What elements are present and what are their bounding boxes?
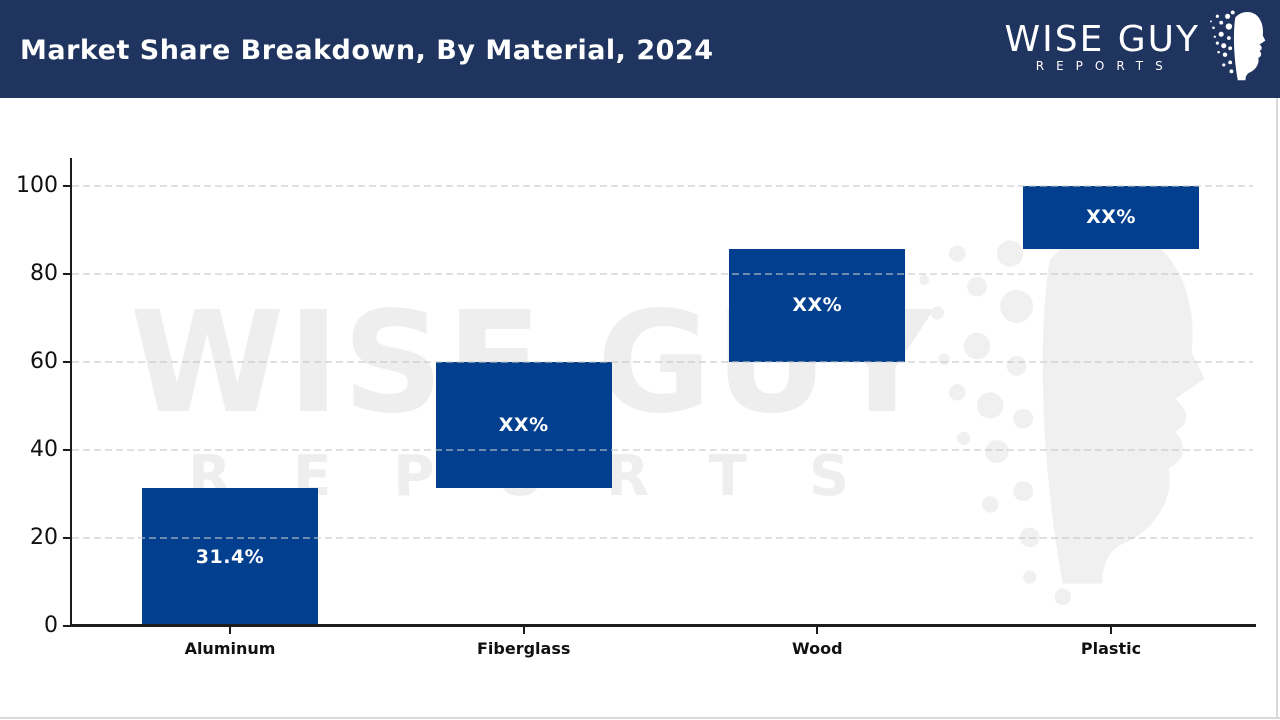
bar-plastic: XX%	[1023, 186, 1199, 249]
x-tick	[229, 627, 231, 634]
chart-title: Market Share Breakdown, By Material, 202…	[20, 35, 714, 66]
y-tick	[63, 361, 70, 363]
bar-aluminum: 31.4%	[142, 487, 318, 626]
bar-value-label: 31.4%	[195, 545, 265, 568]
y-axis-line	[70, 158, 72, 627]
logo-wordmark-sub: REPORTS	[1035, 59, 1175, 74]
figure-border-right	[1276, 98, 1278, 718]
gridline	[72, 361, 1253, 363]
x-tick-label-wood: Wood	[792, 639, 843, 658]
y-tick-label: 100	[16, 173, 58, 198]
x-tick-label-plastic: Plastic	[1080, 639, 1142, 658]
figure-border-bottom	[0, 717, 1280, 719]
y-tick	[63, 273, 70, 275]
gridline	[72, 537, 1253, 539]
bar-fiberglass: XX%	[435, 362, 612, 488]
y-tick	[63, 625, 70, 627]
bar-wood: XX%	[729, 248, 906, 362]
y-tick-label: 40	[30, 437, 58, 462]
logo-wordmark-main: WISE GUY	[1004, 18, 1200, 60]
bar-value-label: XX%	[1086, 206, 1136, 229]
bar-value-label: XX%	[792, 294, 843, 317]
y-tick-label: 60	[30, 349, 58, 374]
gridline	[72, 273, 1253, 275]
watermark-head-icon	[919, 223, 1205, 606]
x-tick	[522, 627, 525, 634]
x-tick	[816, 627, 819, 634]
x-tick-label-fiberglass: Fiberglass	[476, 639, 571, 658]
y-tick	[63, 449, 70, 451]
y-tick	[63, 185, 70, 187]
gridline	[72, 185, 1253, 187]
header-bar: Market Share Breakdown, By Material, 202…	[0, 0, 1280, 98]
x-tick-label-aluminum: Aluminum	[184, 639, 276, 658]
y-tick	[63, 537, 70, 539]
bar-value-label: XX%	[498, 413, 549, 436]
x-axis-line	[70, 624, 1256, 627]
brand-logo: WISE GUY REPORTS	[1005, 6, 1267, 88]
dotted-head-icon	[1210, 10, 1266, 81]
y-tick-label: 20	[30, 525, 58, 550]
y-tick-label: 80	[30, 261, 58, 286]
y-tick-label: 0	[44, 613, 58, 638]
logo-wordmark: WISE GUY REPORTS	[1004, 18, 1201, 74]
x-tick	[1110, 627, 1112, 634]
gridline	[72, 449, 1253, 451]
